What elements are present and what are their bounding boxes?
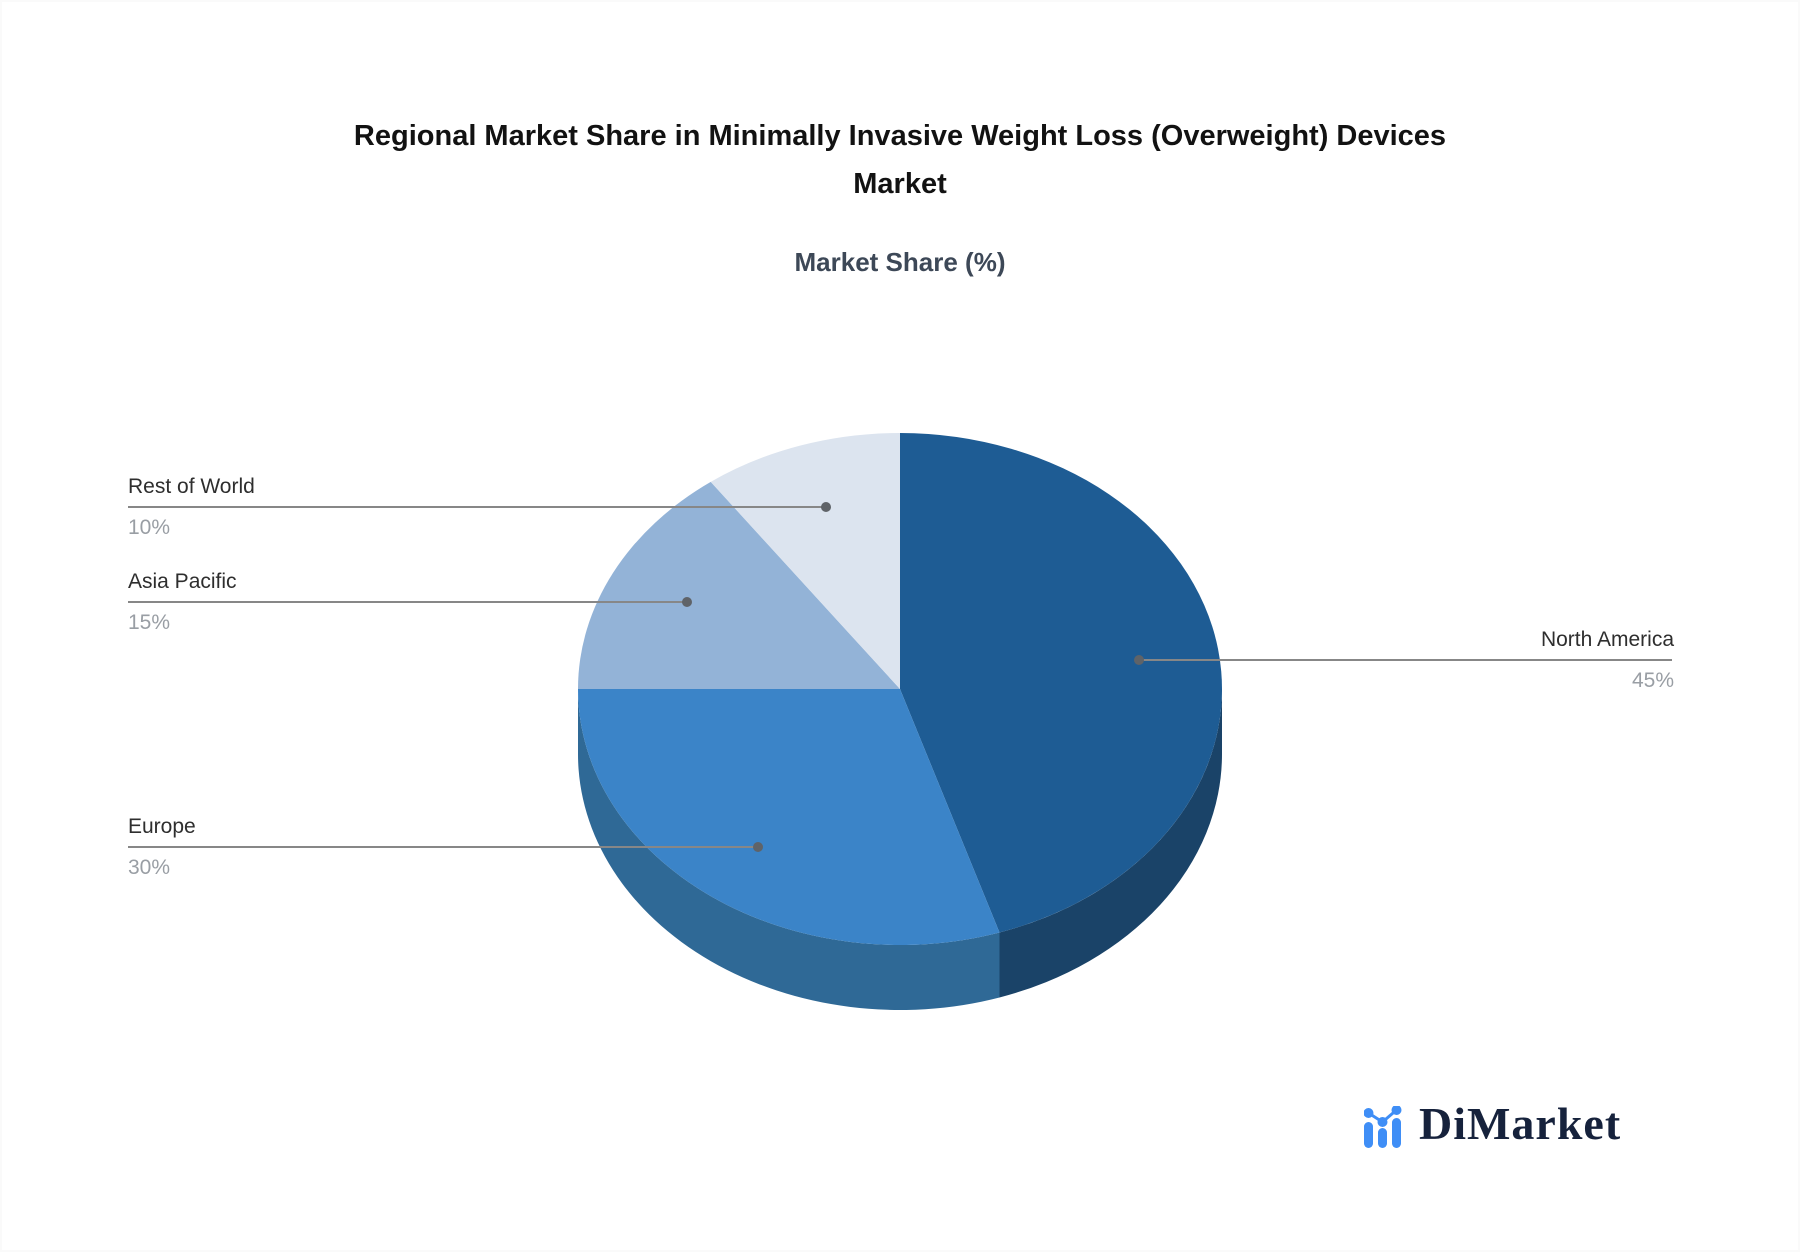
slice-value: 10% (128, 516, 171, 539)
dimarket-logo-icon (1364, 1106, 1402, 1148)
pie-slice-europe[interactable] (578, 689, 1000, 945)
slice-label-rest-of-world: Rest of World 10% (128, 474, 255, 541)
leader-dot-north-america (1134, 655, 1144, 665)
pie-slice-side-europe (578, 689, 1000, 1010)
slice-label-north-america: North America 45% (1541, 627, 1674, 694)
slice-value: 45% (1631, 669, 1674, 692)
dimarket-logo-text: DiMarket (1419, 1098, 1622, 1149)
slice-name: Asia Pacific (128, 570, 237, 593)
slice-label-asia-pacific: Asia Pacific 15% (128, 569, 237, 636)
dimarket-logo: DiMarket (1364, 1094, 1621, 1150)
slice-value: 30% (128, 856, 171, 879)
pie-slice-side-north-america (999, 689, 1222, 998)
chart-title: Regional Market Share in Minimally Invas… (150, 112, 1650, 208)
slice-label-europe: Europe 30% (128, 814, 196, 881)
chart-subtitle: Market Share (%) (794, 247, 1006, 277)
leader-dot-asia-pacific (682, 597, 692, 607)
leader-dot-europe (753, 842, 763, 852)
pie-slice-north-america[interactable] (900, 433, 1223, 933)
slice-name: Europe (128, 815, 196, 838)
slice-name: Rest of World (128, 475, 255, 498)
leader-dot-rest-of-world (821, 502, 831, 512)
slice-name: North America (1540, 628, 1674, 651)
chart-title-line2: Market (853, 168, 947, 200)
chart-title-line1: Regional Market Share in Minimally Invas… (353, 120, 1447, 152)
pie-slice-asia-pacific[interactable] (578, 481, 900, 689)
pie-slice-rest-of-world[interactable] (710, 433, 900, 689)
slice-value: 15% (128, 611, 171, 634)
